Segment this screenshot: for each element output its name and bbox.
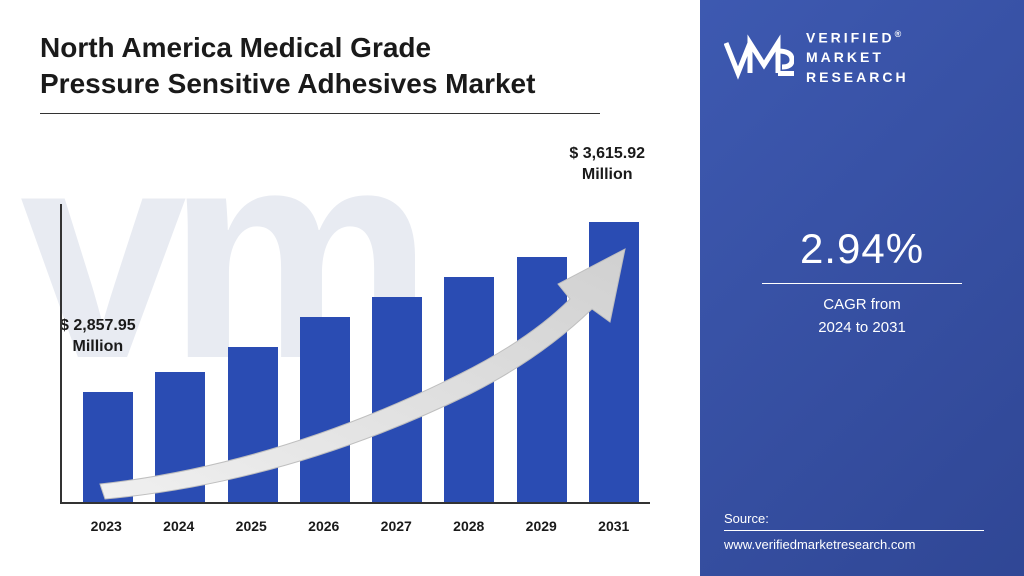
brand-name: VERIFIED® MARKET RESEARCH <box>806 28 909 87</box>
x-label: 2025 <box>215 518 288 534</box>
info-panel: VERIFIED® MARKET RESEARCH 2.94% CAGR fro… <box>700 0 1024 576</box>
bar-2028 <box>444 277 494 502</box>
brand-line-2: MARKET <box>806 49 884 65</box>
x-label: 2029 <box>505 518 578 534</box>
bar-group <box>506 257 578 502</box>
end-value-callout: $ 3,615.92 Million <box>569 144 645 186</box>
bar-2026 <box>300 317 350 502</box>
bar-group <box>144 372 216 502</box>
source-label: Source: <box>724 511 984 526</box>
cagr-caption: CAGR from 2024 to 2031 <box>700 294 1024 339</box>
bar-2027 <box>372 297 422 502</box>
brand-logo: VERIFIED® MARKET RESEARCH <box>724 28 1000 87</box>
cagr-callout: 2.94% CAGR from 2024 to 2031 <box>700 225 1024 339</box>
bar-2025 <box>228 347 278 502</box>
x-axis-labels: 2023 2024 2025 2026 2027 2028 2029 2031 <box>70 518 650 534</box>
x-label: 2026 <box>288 518 361 534</box>
bars-container <box>60 204 650 504</box>
end-value: $ 3,615.92 <box>569 145 645 162</box>
chart-title: North America Medical Grade Pressure Sen… <box>40 30 670 103</box>
source-url: www.verifiedmarketresearch.com <box>724 537 984 552</box>
source-underline <box>724 530 984 531</box>
x-label: 2027 <box>360 518 433 534</box>
bar-group <box>289 317 361 502</box>
bar-2023 <box>83 392 133 502</box>
bar-2024 <box>155 372 205 502</box>
bar-2029 <box>517 257 567 502</box>
bar-group <box>361 297 433 502</box>
end-unit: Million <box>582 166 633 183</box>
x-label: 2024 <box>143 518 216 534</box>
title-underline <box>40 113 600 115</box>
bar-chart: $ 2,857.95 Million $ 3,615.92 Million <box>40 144 670 544</box>
vmr-logo-icon <box>724 33 794 83</box>
title-line-2: Pressure Sensitive Adhesives Market <box>40 68 535 99</box>
cagr-caption-line-2: 2024 to 2031 <box>818 319 906 336</box>
brand-line-1: VERIFIED <box>806 30 895 46</box>
bar-group <box>433 277 505 502</box>
x-label: 2023 <box>70 518 143 534</box>
title-line-1: North America Medical Grade <box>40 32 431 63</box>
cagr-caption-line-1: CAGR from <box>823 296 901 313</box>
bar-group <box>217 347 289 502</box>
x-label: 2031 <box>578 518 651 534</box>
bar-group <box>72 392 144 502</box>
x-label: 2028 <box>433 518 506 534</box>
bar-group <box>578 222 650 502</box>
cagr-value: 2.94% <box>700 225 1024 273</box>
brand-line-3: RESEARCH <box>806 69 909 85</box>
bar-2031 <box>589 222 639 502</box>
cagr-underline <box>762 283 962 284</box>
source-block: Source: www.verifiedmarketresearch.com <box>724 511 984 552</box>
chart-panel: vm North America Medical Grade Pressure … <box>0 0 700 576</box>
